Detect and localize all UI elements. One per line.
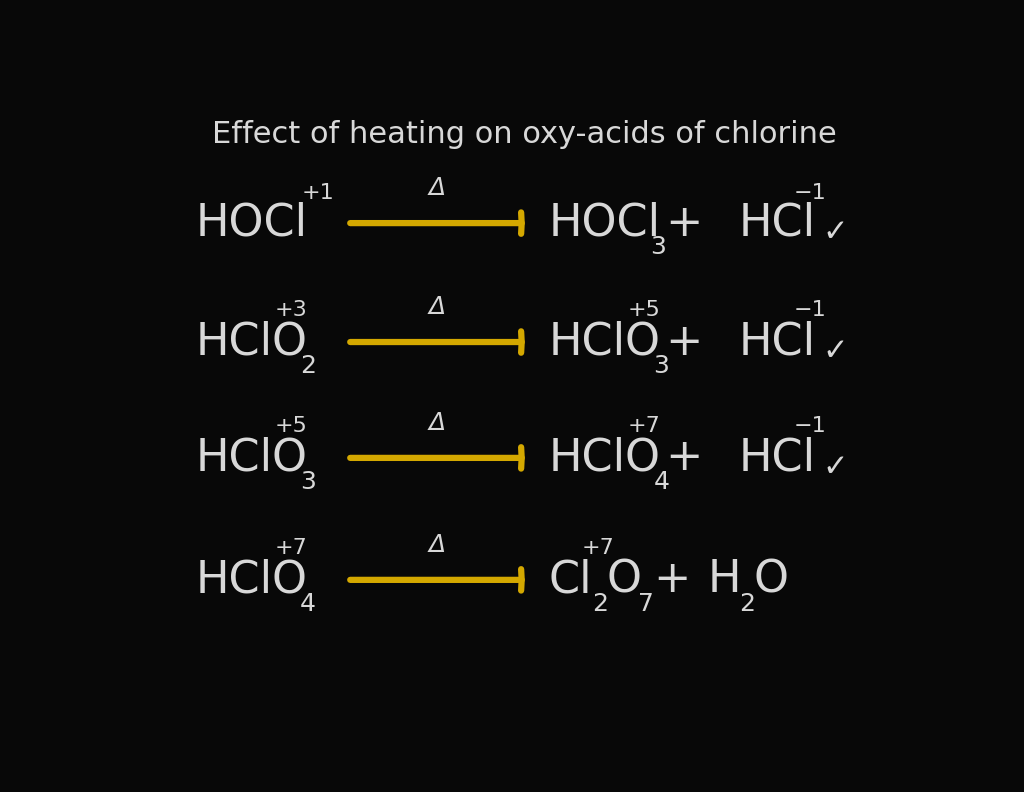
Text: HClO: HClO bbox=[196, 321, 307, 364]
Text: HOCl: HOCl bbox=[549, 202, 660, 245]
Text: −1: −1 bbox=[795, 183, 826, 203]
Text: Effect of heating on oxy-acids of chlorine: Effect of heating on oxy-acids of chlori… bbox=[212, 120, 838, 149]
Text: +7: +7 bbox=[582, 538, 614, 558]
Text: +7: +7 bbox=[274, 538, 307, 558]
Text: 3: 3 bbox=[650, 235, 666, 260]
Text: Δ: Δ bbox=[429, 295, 446, 319]
Text: 2: 2 bbox=[739, 592, 755, 616]
Text: −1: −1 bbox=[795, 416, 826, 436]
Text: 3: 3 bbox=[653, 354, 670, 379]
Text: HCl: HCl bbox=[739, 436, 816, 479]
Text: HClO: HClO bbox=[549, 321, 660, 364]
Text: +5: +5 bbox=[628, 300, 660, 320]
Text: +: + bbox=[665, 321, 702, 364]
Text: +5: +5 bbox=[274, 416, 307, 436]
Text: Δ: Δ bbox=[429, 533, 446, 557]
Text: HClO: HClO bbox=[196, 558, 307, 601]
Text: +: + bbox=[665, 202, 702, 245]
Text: 3: 3 bbox=[300, 470, 316, 494]
Text: 2: 2 bbox=[300, 354, 316, 379]
Text: +1: +1 bbox=[302, 183, 335, 203]
Text: 2: 2 bbox=[592, 592, 608, 616]
Text: O: O bbox=[754, 558, 788, 601]
Text: HCl: HCl bbox=[739, 321, 816, 364]
Text: H: H bbox=[708, 558, 740, 601]
Text: O: O bbox=[606, 558, 642, 601]
Text: ✓: ✓ bbox=[822, 218, 848, 247]
Text: Cl: Cl bbox=[549, 558, 592, 601]
Text: +: + bbox=[665, 436, 702, 479]
Text: +7: +7 bbox=[628, 416, 660, 436]
Text: Δ: Δ bbox=[429, 176, 446, 200]
Text: HCl: HCl bbox=[739, 202, 816, 245]
Text: HClO: HClO bbox=[196, 436, 307, 479]
Text: 4: 4 bbox=[300, 592, 316, 616]
Text: +3: +3 bbox=[274, 300, 307, 320]
Text: HOCl: HOCl bbox=[196, 202, 307, 245]
Text: −1: −1 bbox=[795, 300, 826, 320]
Text: 4: 4 bbox=[653, 470, 670, 494]
Text: ✓: ✓ bbox=[822, 337, 848, 366]
Text: 7: 7 bbox=[638, 592, 654, 616]
Text: +: + bbox=[653, 558, 690, 601]
Text: HClO: HClO bbox=[549, 436, 660, 479]
Text: Δ: Δ bbox=[429, 411, 446, 435]
Text: ✓: ✓ bbox=[822, 452, 848, 482]
